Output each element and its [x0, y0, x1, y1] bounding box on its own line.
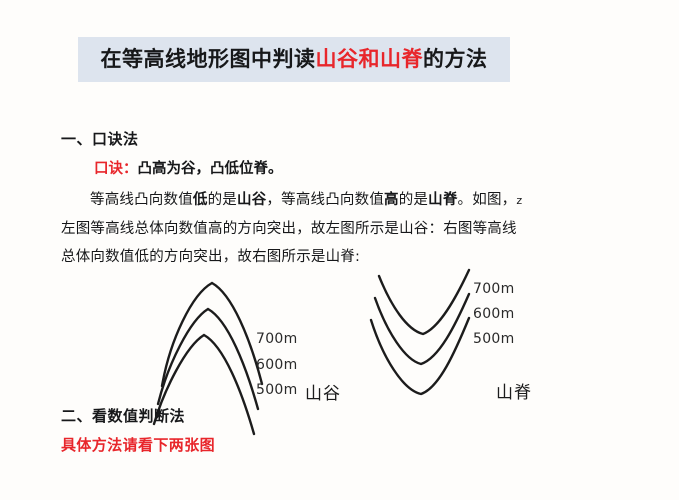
- ridge-contour-500: [369, 316, 471, 396]
- para-seg-low: 低: [192, 192, 208, 208]
- valley-name-label: 山谷: [305, 384, 341, 404]
- section-one-heading: 一、口诀法: [61, 130, 139, 148]
- ridge-label-700: 700m: [473, 281, 515, 297]
- page-title-prefix: 在等高线地形图中判读: [100, 47, 316, 71]
- para-seg-g: 的是: [398, 192, 429, 208]
- mnemonic-text: 凸高为谷，凸低位脊。: [137, 161, 283, 177]
- para-seg-stray-char: z: [516, 194, 523, 207]
- valley-label-600: 600m: [256, 357, 298, 373]
- page-title-accent: 山谷和山脊: [315, 47, 423, 71]
- mnemonic-line: 口诀：凸高为谷，凸低位脊。: [94, 157, 283, 178]
- mnemonic-label: 口诀：: [94, 161, 138, 177]
- red-note-line: 具体方法请看下两张图: [61, 436, 216, 454]
- para-seg-a: 等高线凸向数值: [90, 192, 193, 208]
- para-seg-e: ，等高线凸向数值: [266, 192, 385, 208]
- paragraph-line-3: 总体向数值低的方向突出，故右图所示是山脊:: [61, 249, 361, 265]
- valley-contour-700: [160, 281, 264, 388]
- paragraph-line-1: 等高线凸向数值低的是山谷，等高线凸向数值高的是山脊。如图，z: [61, 186, 617, 215]
- ridge-contour-700: [377, 268, 471, 336]
- para-seg-i: 。如图，: [457, 192, 517, 208]
- valley-contour-600: [156, 307, 260, 411]
- valley-label-500: 500m: [256, 382, 298, 398]
- section-two-heading: 二、看数值判断法: [61, 407, 186, 425]
- para-seg-c: 的是: [207, 192, 238, 208]
- title-banner: 在等高线地形图中判读山谷和山脊的方法: [78, 37, 510, 82]
- page-title-suffix: 的方法: [423, 47, 488, 71]
- ridge-label-500: 500m: [473, 331, 515, 347]
- ridge-label-600: 600m: [473, 306, 515, 322]
- explanation-paragraph: 等高线凸向数值低的是山谷，等高线凸向数值高的是山脊。如图，z 左图等高线总体向数…: [61, 186, 617, 271]
- para-seg-ridge: 山脊: [428, 192, 458, 208]
- valley-label-700: 700m: [256, 331, 298, 347]
- para-seg-valley: 山谷: [237, 192, 267, 208]
- page-title: 在等高线地形图中判读山谷和山脊的方法: [101, 49, 488, 70]
- paragraph-line-2: 左图等高线总体向数值高的方向突出，故左图所示是山谷：右图等高线: [61, 221, 517, 237]
- para-seg-high: 高: [384, 192, 399, 208]
- valley-contour-diagram: [150, 268, 350, 436]
- valley-contour-500: [152, 333, 256, 436]
- ridge-name-label: 山脊: [496, 383, 532, 403]
- ridge-contour-600: [373, 292, 471, 366]
- ridge-contour-diagram: [369, 268, 585, 403]
